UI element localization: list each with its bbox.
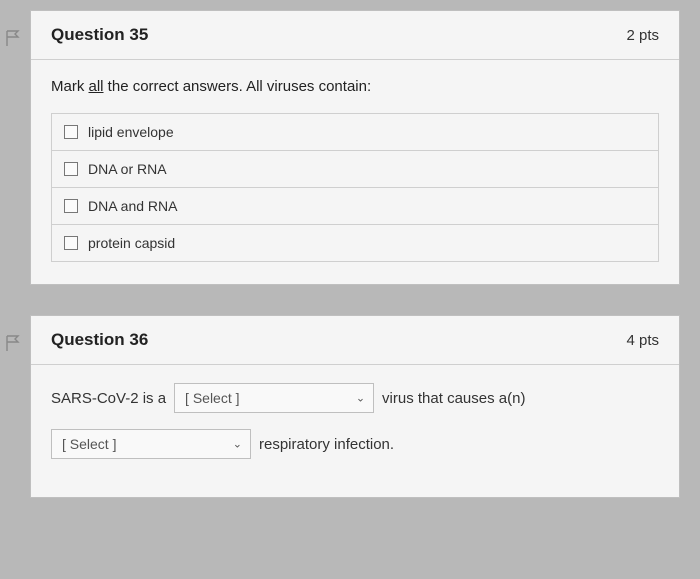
prompt-text-underlined: all	[89, 78, 104, 95]
option-row[interactable]: protein capsid	[52, 224, 658, 261]
fill-text: respiratory infection.	[259, 436, 394, 453]
option-list: lipid envelope DNA or RNA DNA and RNA pr…	[51, 113, 659, 262]
chevron-down-icon: ⌄	[356, 392, 365, 405]
option-row[interactable]: lipid envelope	[52, 113, 658, 150]
option-label: DNA and RNA	[88, 198, 177, 214]
checkbox[interactable]	[64, 236, 78, 250]
prompt-text-after: the correct answers. All viruses contain…	[104, 78, 372, 95]
question-card-36: Question 36 4 pts SARS-CoV-2 is a [ Sele…	[30, 315, 680, 498]
checkbox[interactable]	[64, 162, 78, 176]
question-title: Question 35	[51, 25, 148, 45]
fill-text: virus that causes a(n)	[382, 390, 525, 407]
select-dropdown[interactable]: [ Select ] ⌄	[51, 429, 251, 459]
checkbox[interactable]	[64, 125, 78, 139]
flag-icon[interactable]	[5, 29, 21, 47]
option-row[interactable]: DNA and RNA	[52, 187, 658, 224]
question-header: Question 36 4 pts	[31, 316, 679, 365]
question-prompt: Mark all the correct answers. All viruse…	[51, 78, 659, 95]
select-placeholder: [ Select ]	[185, 390, 239, 406]
prompt-text-before: Mark	[51, 78, 89, 95]
checkbox[interactable]	[64, 199, 78, 213]
question-points: 4 pts	[626, 332, 659, 349]
chevron-down-icon: ⌄	[233, 438, 242, 451]
question-title: Question 36	[51, 330, 148, 350]
question-points: 2 pts	[626, 27, 659, 44]
option-label: lipid envelope	[88, 124, 174, 140]
option-label: DNA or RNA	[88, 161, 167, 177]
question-card-35: Question 35 2 pts Mark all the correct a…	[30, 10, 680, 285]
question-header: Question 35 2 pts	[31, 11, 679, 60]
option-row[interactable]: DNA or RNA	[52, 150, 658, 187]
flag-icon[interactable]	[5, 334, 21, 352]
fill-line-1: SARS-CoV-2 is a [ Select ] ⌄ virus that …	[51, 383, 659, 413]
select-placeholder: [ Select ]	[62, 436, 116, 452]
select-dropdown[interactable]: [ Select ] ⌄	[174, 383, 374, 413]
question-body: Mark all the correct answers. All viruse…	[31, 60, 679, 284]
option-label: protein capsid	[88, 235, 175, 251]
question-body: SARS-CoV-2 is a [ Select ] ⌄ virus that …	[31, 365, 679, 497]
fill-line-2: [ Select ] ⌄ respiratory infection.	[51, 429, 659, 459]
fill-text: SARS-CoV-2 is a	[51, 390, 166, 407]
